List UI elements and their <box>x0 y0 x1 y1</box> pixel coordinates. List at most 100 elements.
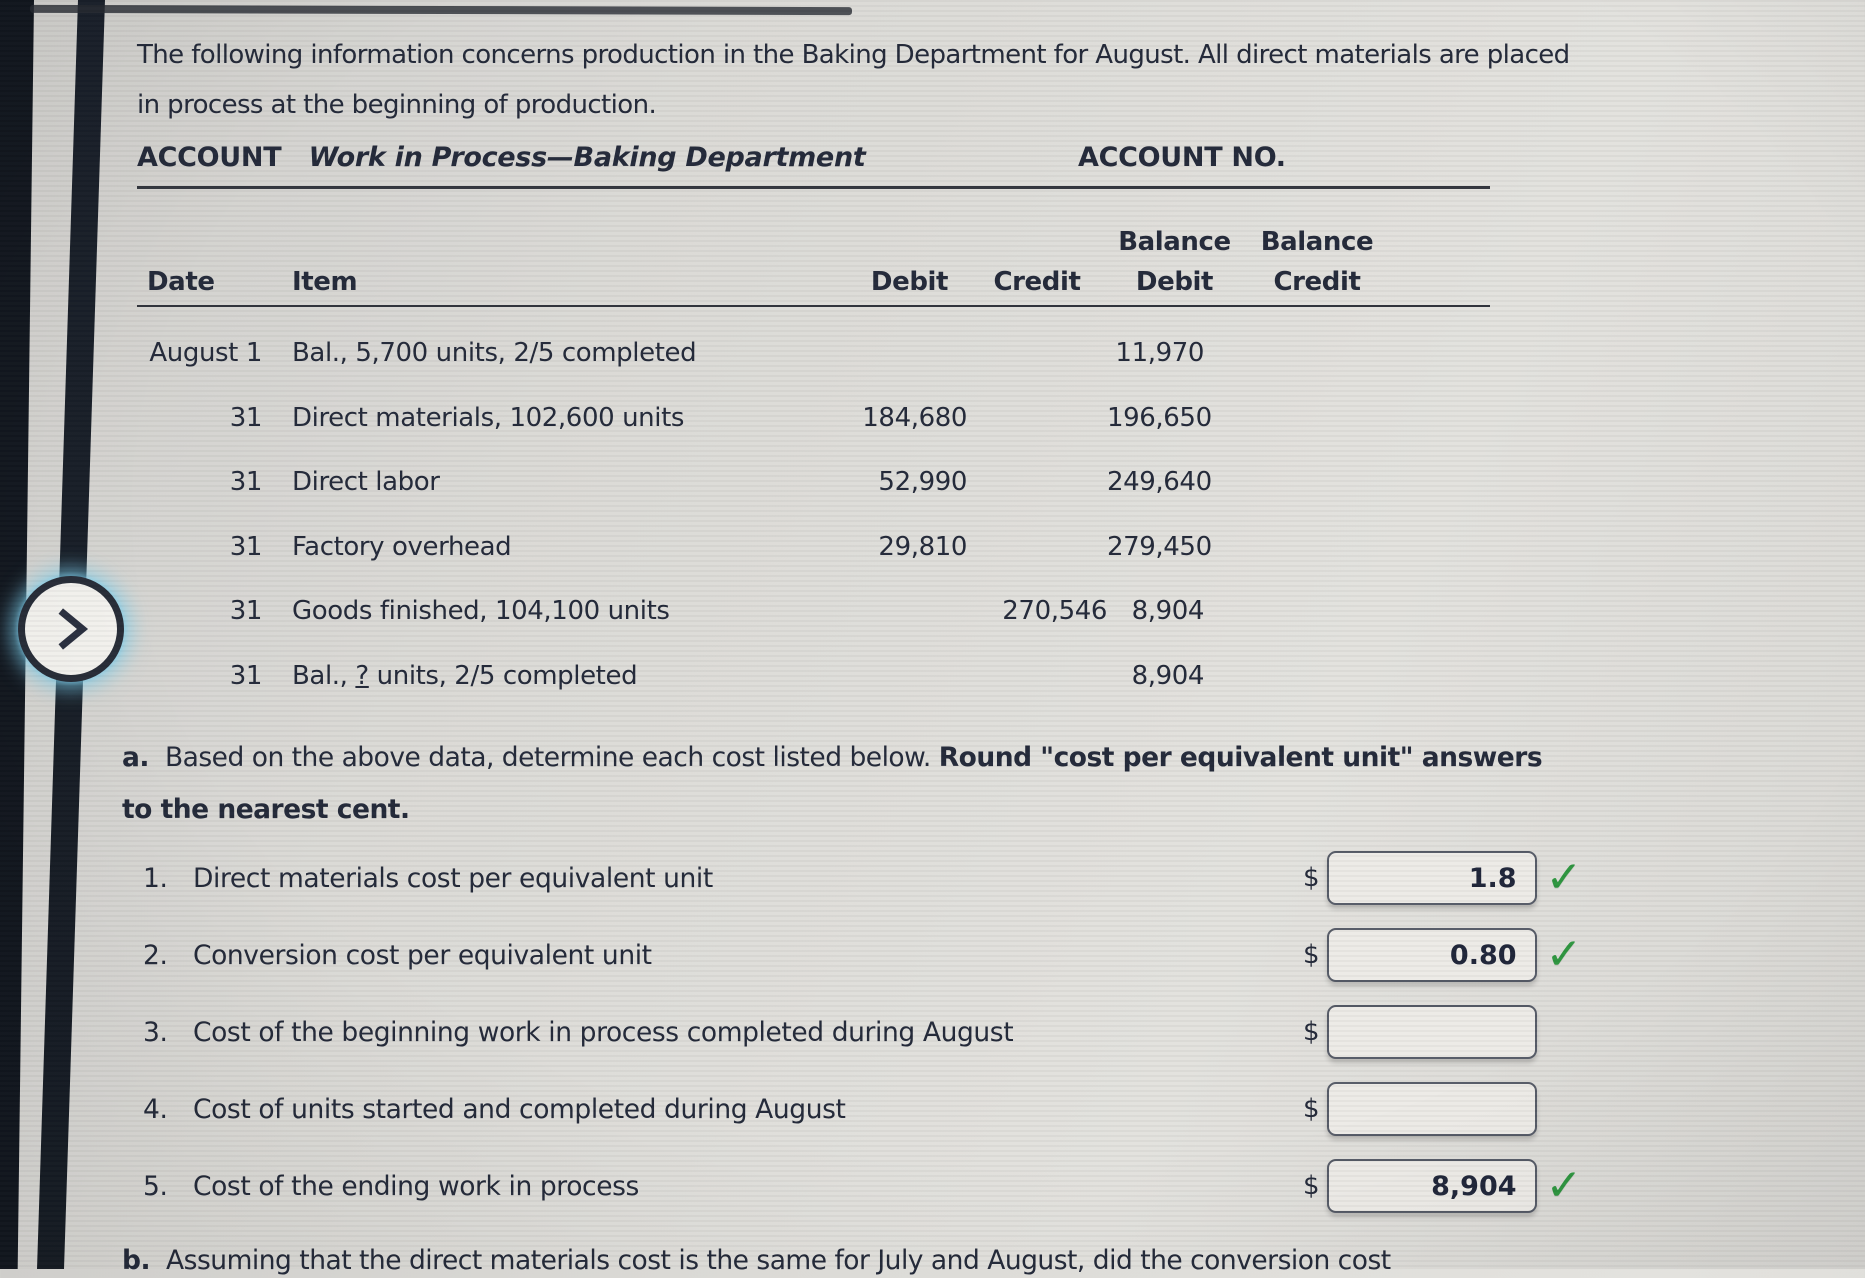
question-row-1: 1. Direct materials cost per equivalent u… <box>143 850 1597 906</box>
row-date: 31 <box>229 402 263 433</box>
answer-input-2[interactable] <box>1326 928 1537 982</box>
account-header-rule <box>137 186 1490 189</box>
column-header-row: Date Item Debit Credit Debit Credit <box>137 257 1597 297</box>
question-label: Cost of the ending work in process <box>193 1170 639 1202</box>
col-header-credit: Credit <box>993 266 1081 297</box>
section-a-bold-text: Round "cost per equivalent unit" answers… <box>122 742 1543 825</box>
account-table-body: August 1 Bal., 5,700 units, 2/5 complete… <box>137 307 1597 724</box>
question-label: Conversion cost per equivalent unit <box>193 939 652 971</box>
account-no-label: ACCOUNT NO. <box>1078 142 1286 173</box>
question-number: 5. <box>143 1170 168 1202</box>
row-credit <box>967 531 1107 596</box>
table-row: 31 Bal., ? units, 2/5 completed 8,904 <box>137 660 1597 725</box>
row-debit <box>852 660 967 725</box>
correct-check-icon: ✓ <box>1545 1160 1583 1211</box>
section-b-letter: b. <box>122 1245 151 1276</box>
col-header-debit: Debit <box>870 266 949 297</box>
row-credit <box>967 660 1107 725</box>
row-balance-debit: 249,640 <box>1107 467 1212 497</box>
section-b-text: Assuming that the direct materials cost … <box>166 1245 1391 1276</box>
dollar-sign: $ <box>1303 940 1320 970</box>
intro-line-2: in process at the beginning of productio… <box>137 90 657 120</box>
answer-input-1[interactable] <box>1326 851 1537 905</box>
row-debit: 184,680 <box>862 402 967 433</box>
section-b: b. Assuming that the direct materials cos… <box>122 1244 1597 1278</box>
col-header-balance-credit: Credit <box>1273 266 1361 297</box>
balance-header-row: Balance Balance <box>137 221 1597 257</box>
answer-input-3[interactable] <box>1326 1005 1537 1059</box>
dollar-sign: $ <box>1303 1094 1320 1124</box>
row-item: Goods finished, 104,100 units <box>292 596 670 626</box>
balance-credit-group-label: Balance <box>1260 226 1374 257</box>
section-a-letter: a. <box>122 742 149 773</box>
row-balance-debit: 8,904 <box>1131 660 1205 691</box>
expand-panel-button[interactable] <box>18 576 124 682</box>
correct-check-icon: ✓ <box>1545 852 1583 903</box>
problem-content: The following information concerns produ… <box>122 0 1597 1278</box>
row-balance-credit <box>1242 660 1392 725</box>
account-label: ACCOUNT <box>137 142 282 173</box>
question-row-2: 2. Conversion cost per equivalent unit $ … <box>143 927 1597 983</box>
row-item: Factory overhead <box>292 531 512 562</box>
row-balance-credit <box>1242 531 1392 596</box>
table-row: 31 Goods finished, 104,100 units 270,546… <box>137 595 1597 660</box>
row-credit <box>967 402 1107 467</box>
balance-debit-group-label: Balance <box>1118 226 1231 257</box>
row-debit <box>852 337 967 402</box>
section-a-text: Based on the above data, determine each … <box>164 742 939 773</box>
account-title-row: ACCOUNT Work in Process—Baking Departmen… <box>137 142 1597 176</box>
question-number: 1. <box>143 862 168 894</box>
intro-line-1: The following information concerns produ… <box>137 40 1570 70</box>
row-date: 31 <box>229 596 263 626</box>
row-date: August 1 <box>149 338 262 368</box>
row-item: Bal., 5,700 units, 2/5 completed <box>292 338 697 368</box>
section-a: a. Based on the above data, determine eac… <box>122 732 1562 836</box>
row-balance-credit <box>1242 402 1392 467</box>
question-list: 1. Direct materials cost per equivalent u… <box>137 850 1597 1214</box>
row-credit <box>967 337 1107 402</box>
intro-paragraph: The following information concerns produ… <box>137 30 1597 130</box>
question-row-4: 4. Cost of units started and completed du… <box>143 1081 1597 1137</box>
question-number: 4. <box>143 1093 168 1125</box>
question-label: Cost of units started and completed duri… <box>193 1093 846 1125</box>
row-debit: 52,990 <box>878 467 967 497</box>
correct-check-icon: ✓ <box>1545 929 1583 980</box>
chevron-right-icon <box>58 608 89 650</box>
row-date: 31 <box>229 467 263 497</box>
row-credit <box>967 466 1107 531</box>
row-item: Direct labor <box>292 467 440 497</box>
answer-input-5[interactable] <box>1326 1159 1537 1213</box>
col-header-balance-debit: Debit <box>1135 266 1214 297</box>
unknown-units-link[interactable]: ? <box>355 660 369 691</box>
table-row: 31 Factory overhead 29,810 279,450 <box>137 531 1597 596</box>
dollar-sign: $ <box>1303 863 1320 893</box>
row-balance-credit <box>1242 595 1392 660</box>
row-item: Bal., ? units, 2/5 completed <box>292 660 638 691</box>
table-row: 31 Direct materials, 102,600 units 184,6… <box>137 402 1597 467</box>
row-balance-debit: 279,450 <box>1107 531 1212 562</box>
row-credit: 270,546 <box>1002 596 1107 626</box>
table-row: August 1 Bal., 5,700 units, 2/5 complete… <box>137 337 1597 402</box>
row-date: 31 <box>229 660 263 691</box>
row-balance-debit: 196,650 <box>1107 402 1212 433</box>
row-balance-debit: 8,904 <box>1131 596 1205 626</box>
row-date: 31 <box>229 531 263 562</box>
question-row-3: 3. Cost of the beginning work in process … <box>143 1004 1597 1060</box>
column-header-rule <box>137 304 1490 307</box>
question-number: 2. <box>143 939 168 971</box>
dollar-sign: $ <box>1303 1171 1320 1201</box>
question-label: Direct materials cost per equivalent uni… <box>193 862 713 894</box>
question-row-5: 5. Cost of the ending work in process $ ✓ <box>143 1158 1597 1214</box>
row-item: Direct materials, 102,600 units <box>292 402 685 433</box>
question-number: 3. <box>143 1016 168 1048</box>
row-debit: 29,810 <box>878 531 967 562</box>
dollar-sign: $ <box>1303 1017 1320 1047</box>
row-balance-debit: 11,970 <box>1115 338 1204 368</box>
row-balance-credit <box>1242 337 1392 402</box>
question-label: Cost of the beginning work in process co… <box>193 1016 1014 1048</box>
row-balance-credit <box>1242 466 1392 531</box>
table-row: 31 Direct labor 52,990 249,640 <box>137 466 1597 531</box>
row-debit <box>852 595 967 660</box>
col-header-item: Item <box>292 266 358 297</box>
answer-input-4[interactable] <box>1326 1082 1537 1136</box>
